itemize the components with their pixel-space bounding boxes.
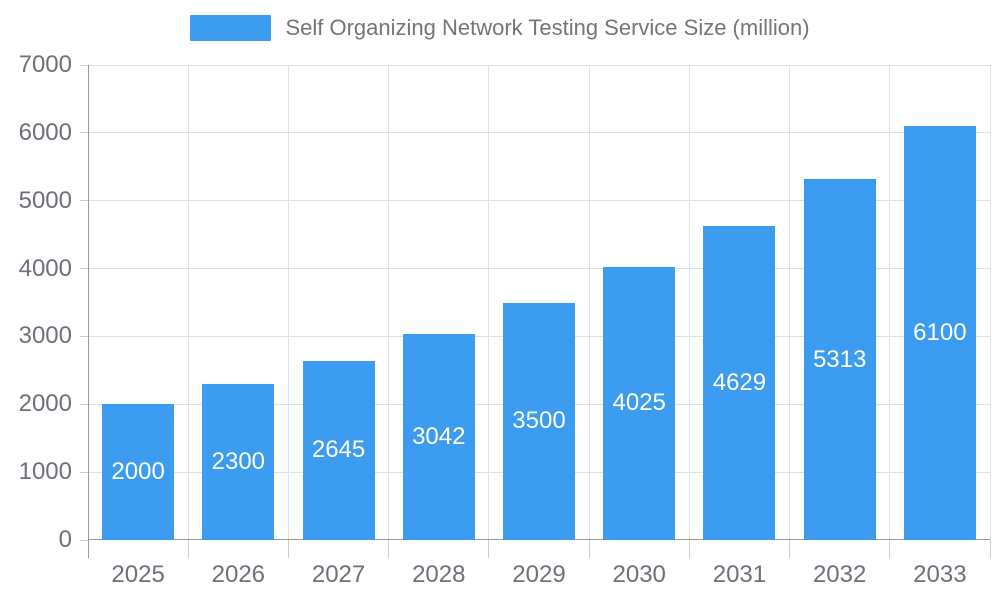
x-axis-label-2032: 2032 <box>812 561 867 588</box>
y-axis-label-2000: 2000 <box>18 390 72 418</box>
bar-2030[interactable] <box>603 266 676 540</box>
bar-2027[interactable] <box>302 360 375 540</box>
plot-area: 0 1000 2000 3000 4000 5000 6000 7000 2025 2000 202… <box>19 53 991 588</box>
bar-2031[interactable] <box>703 225 776 540</box>
x-axis-label-2025: 2025 <box>111 561 165 588</box>
y-axis-label-4000: 4000 <box>18 254 72 282</box>
y-axis-label-7000: 7000 <box>18 51 72 78</box>
y-axis-tick-5000 <box>80 200 88 202</box>
gridline-vertical-2 <box>287 65 289 540</box>
y-axis-tick-0 <box>80 539 88 541</box>
x-axis-tick-2025 <box>187 540 189 558</box>
y-axis-label-6000: 6000 <box>18 118 72 146</box>
y-axis-tick-6000 <box>80 132 88 134</box>
y-axis-line <box>88 65 89 558</box>
gridline-horizontal-7000 <box>88 64 990 66</box>
gridline-vertical-1 <box>187 65 189 540</box>
y-axis-tick-2000 <box>80 403 88 405</box>
chart-title: Self Organizing Network Testing Service … <box>285 15 810 40</box>
y-axis-label-0: 0 <box>58 526 72 553</box>
bar-2026[interactable] <box>202 383 275 540</box>
x-axis-tick-2033 <box>989 540 991 558</box>
x-axis-tick-2028 <box>488 540 490 558</box>
gridline-horizontal-6000 <box>88 132 990 134</box>
y-axis-label-3000: 3000 <box>18 322 72 350</box>
x-axis-label-2033: 2033 <box>913 561 967 588</box>
gridline-horizontal-5000 <box>88 200 990 202</box>
y-axis-label-5000: 5000 <box>18 186 72 214</box>
gridline-vertical-8 <box>889 65 891 540</box>
bar-2025[interactable] <box>102 404 175 540</box>
bar-2032[interactable] <box>803 179 876 540</box>
x-axis-tick-2026 <box>287 540 289 558</box>
x-axis-tick-2032 <box>889 540 891 558</box>
y-axis-tick-4000 <box>80 268 88 270</box>
gridline-vertical-5 <box>588 65 590 540</box>
legend[interactable]: Self Organizing Network Testing Service … <box>0 15 1000 41</box>
y-axis-label-1000: 1000 <box>18 458 72 486</box>
y-axis-tick-1000 <box>80 471 88 473</box>
x-axis-tick-2027 <box>388 540 390 558</box>
gridline-horizontal-4000 <box>88 268 990 270</box>
gridline-vertical-9 <box>989 65 991 540</box>
bar-2028[interactable] <box>402 333 475 540</box>
x-axis-tick-2029 <box>588 540 590 558</box>
gridline-vertical-3 <box>388 65 390 540</box>
y-axis-tick-3000 <box>80 335 88 337</box>
gridline-vertical-4 <box>488 65 490 540</box>
y-axis-tick-7000 <box>80 64 88 66</box>
x-axis-label-2028: 2028 <box>412 561 466 588</box>
gridline-vertical-6 <box>688 65 690 540</box>
x-axis-label-2031: 2031 <box>712 561 767 588</box>
bar-2033[interactable] <box>903 126 976 540</box>
gridline-vertical-7 <box>789 65 791 540</box>
bar-2029[interactable] <box>503 302 575 540</box>
legend-swatch[interactable] <box>190 15 272 41</box>
x-axis-label-2029: 2029 <box>512 561 566 588</box>
x-axis-label-2026: 2026 <box>211 561 266 588</box>
x-axis-tick-2031 <box>789 540 791 558</box>
x-axis-label-2030: 2030 <box>612 561 666 588</box>
x-axis-tick-2030 <box>688 540 690 558</box>
x-axis-label-2027: 2027 <box>311 561 366 588</box>
